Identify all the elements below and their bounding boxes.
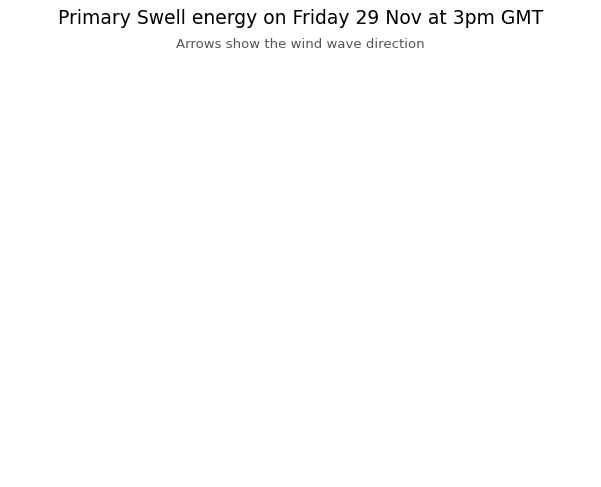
Text: Arrows show the wind wave direction: Arrows show the wind wave direction: [176, 38, 425, 51]
Text: cartopy required: cartopy required: [219, 262, 382, 281]
Text: Primary Swell energy on Friday 29 Nov at 3pm GMT: Primary Swell energy on Friday 29 Nov at…: [58, 9, 543, 28]
